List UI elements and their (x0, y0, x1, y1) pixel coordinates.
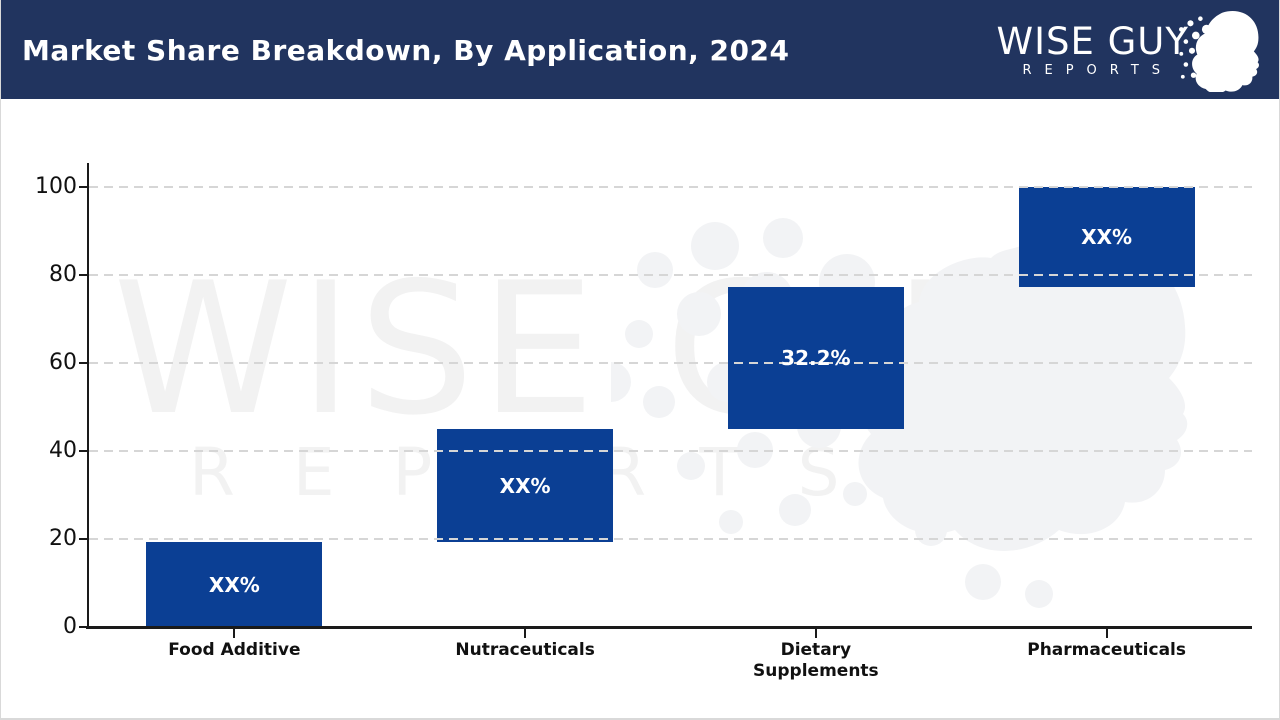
y-tick-label: 60 (49, 350, 77, 375)
y-tick-label: 40 (49, 438, 77, 463)
x-tick (1105, 629, 1108, 638)
header-band: Market Share Breakdown, By Application, … (1, 0, 1279, 99)
y-tick-label: 80 (49, 262, 77, 287)
bar-value-label: XX% (499, 473, 551, 498)
y-tick (79, 538, 88, 540)
logo-text: WISE GUY REPORTS (997, 23, 1189, 78)
x-tick (233, 629, 236, 638)
y-tick (79, 362, 88, 364)
gridline-100 (89, 186, 1252, 188)
bar-segment-nutraceuticals (437, 429, 614, 543)
y-tick-label: 100 (35, 174, 77, 199)
x-category-label: Food Additive (168, 640, 301, 660)
y-tick (79, 450, 88, 452)
bar-segment-food-additive (146, 542, 323, 627)
gridline-40 (89, 450, 1252, 452)
bar-segment-pharmaceuticals (1018, 187, 1195, 288)
y-tick (79, 626, 88, 628)
bar-value-label: 32.2% (781, 346, 851, 371)
chart-title: Market Share Breakdown, By Application, … (22, 34, 790, 67)
logo-head-icon (1179, 11, 1259, 92)
x-category-label: Pharmaceuticals (1027, 640, 1186, 660)
logo-wordmark: WISE GUY (996, 19, 1189, 63)
y-axis-line (87, 163, 89, 628)
logo-subtitle: REPORTS (1022, 62, 1174, 78)
bar-value-label: XX% (208, 572, 260, 597)
gridline-60 (89, 362, 1252, 364)
bar-value-label: XX% (1081, 225, 1133, 250)
x-axis-line (86, 626, 1252, 629)
gridline-80 (89, 274, 1252, 276)
x-tick (524, 629, 527, 638)
x-tick (814, 629, 817, 638)
x-category-label: Nutraceuticals (455, 640, 595, 660)
gridline-20 (89, 538, 1252, 540)
x-category-label: Dietary Supplements (753, 640, 879, 681)
plot-area: XX% XX% 32.2% XX% (89, 186, 1252, 627)
bar-segment-dietary-supplements (727, 287, 904, 429)
y-tick (79, 274, 88, 276)
y-tick-label: 20 (49, 526, 77, 551)
y-tick-label: 0 (63, 614, 77, 639)
wise-guy-reports-logo: WISE GUY REPORTS (997, 8, 1273, 92)
y-tick (79, 186, 88, 188)
